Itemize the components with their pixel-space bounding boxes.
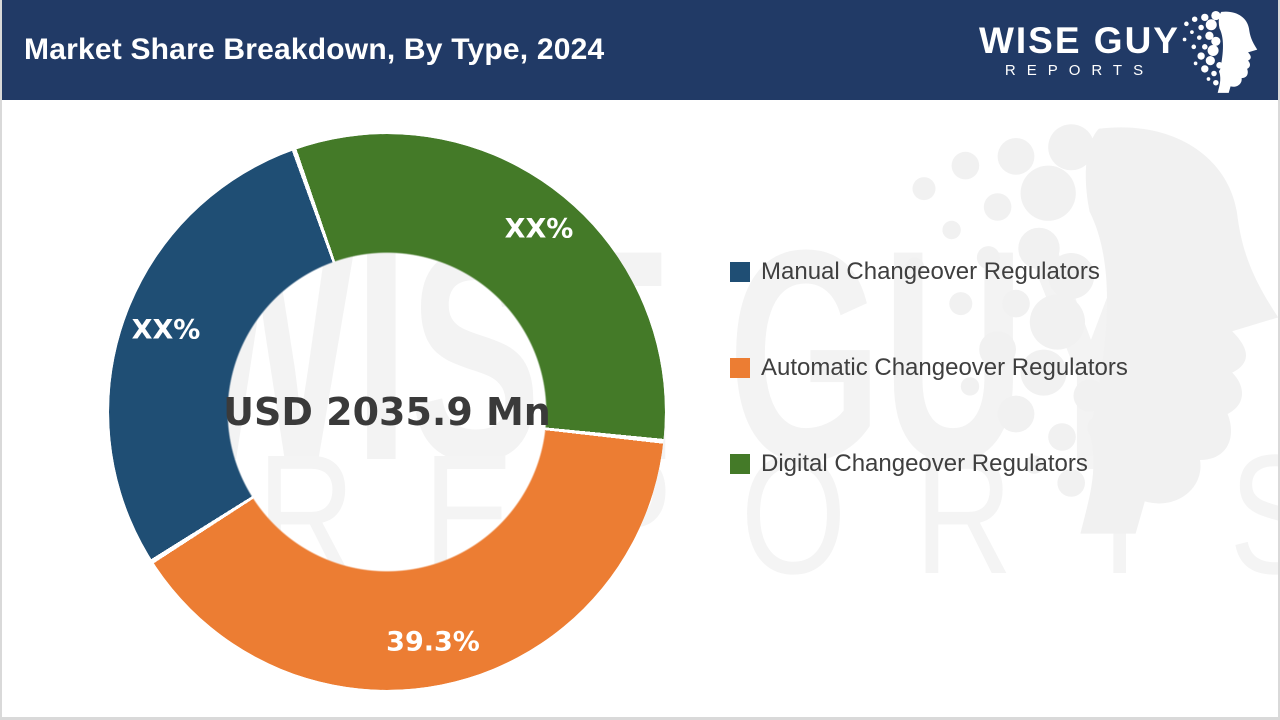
wiseguy-head-icon (1182, 10, 1258, 93)
legend-label-automatic: Automatic Changeover Regulators (761, 354, 1128, 381)
page-title: Market Share Breakdown, By Type, 2024 (24, 33, 605, 66)
legend-label-digital: Digital Changeover Regulators (761, 450, 1088, 477)
wiseguy-logo: WISE GUY REPORTS (979, 8, 1260, 93)
slice-label-automatic: 39.3% (386, 626, 480, 658)
legend-item-manual: Manual Changeover Regulators (730, 256, 1128, 288)
donut-chart (109, 134, 665, 690)
legend-swatch-automatic (730, 358, 750, 378)
logo-wise-guy: WISE GUY (978, 20, 1180, 62)
slice-label-manual: XX% (131, 314, 201, 346)
donut-center-value: USD 2035.9 Mn (223, 390, 551, 434)
logo-reports: REPORTS (1004, 61, 1155, 79)
donut-chart-area: XX% 39.3% XX% USD 2035.9 Mn (109, 134, 665, 690)
legend-swatch-digital (730, 454, 750, 474)
legend-swatch-manual (730, 262, 750, 282)
slice-label-digital: XX% (504, 213, 574, 245)
wiseguy-logo-text: WISE GUY REPORTS (978, 20, 1180, 79)
legend-label-manual: Manual Changeover Regulators (761, 258, 1100, 285)
legend-item-digital: Digital Changeover Regulators (730, 448, 1128, 480)
chart-legend: Manual Changeover Regulators Automatic C… (730, 256, 1128, 544)
legend-item-automatic: Automatic Changeover Regulators (730, 352, 1128, 384)
header-bar: Market Share Breakdown, By Type, 2024 WI… (2, 0, 1278, 100)
